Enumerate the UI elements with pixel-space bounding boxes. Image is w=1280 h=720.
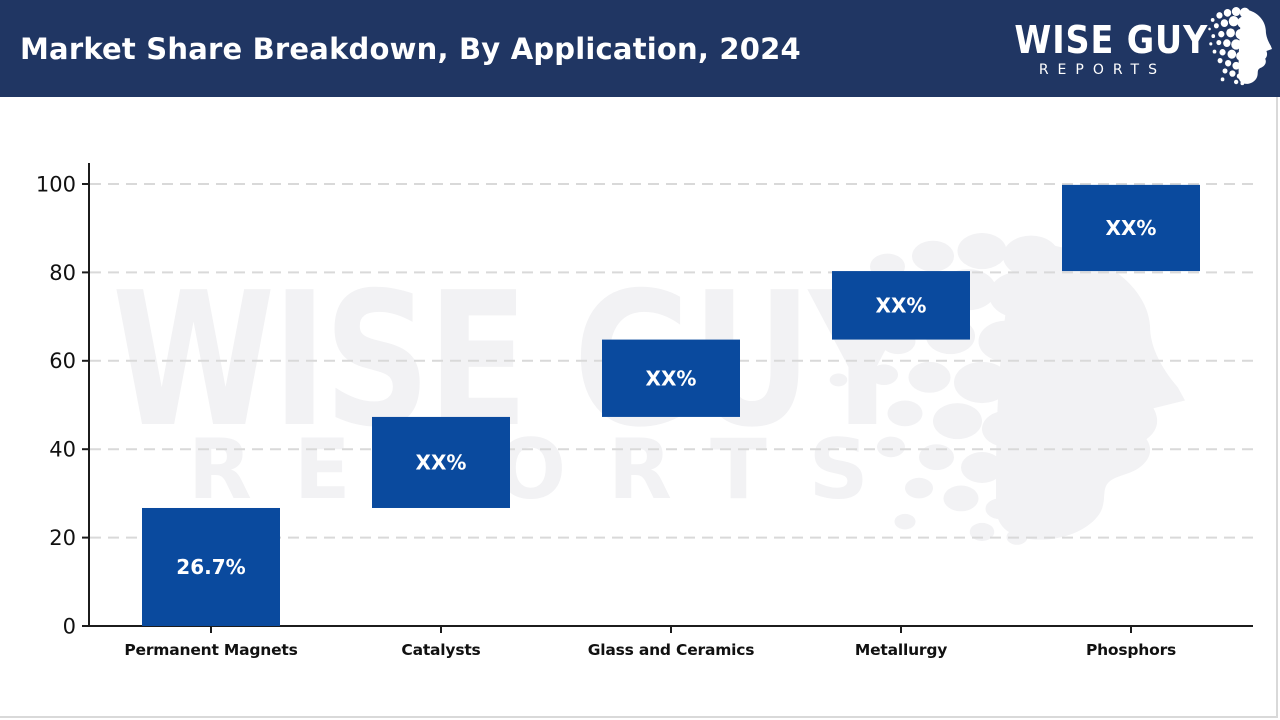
- bar-permanent-magnets: [142, 507, 280, 626]
- y-tick-label: 0: [63, 614, 76, 638]
- wiseguy-head-icon: [1208, 6, 1272, 85]
- bar-value-label: XX%: [416, 450, 467, 474]
- page-bottom-border: [0, 716, 1278, 718]
- chart-area: WISE GUY REPORTS 0 20 40 60 80 100 26.7% Perman…: [0, 97, 1280, 720]
- bar-value-label: XX%: [1106, 216, 1157, 240]
- header-banner: Market Share Breakdown, By Application, …: [0, 0, 1280, 97]
- bar-phosphors: [1062, 184, 1200, 272]
- category-label: Phosphors: [1086, 641, 1176, 659]
- category-label: Glass and Ceramics: [588, 641, 755, 659]
- bar-value-label: XX%: [876, 293, 927, 317]
- y-tick-label: 60: [49, 349, 76, 373]
- logo-wordmark: WISE GUY REPORTS: [988, 21, 1208, 77]
- chart-title: Market Share Breakdown, By Application, …: [20, 31, 801, 66]
- bar-glass-and-ceramics: [602, 339, 740, 417]
- category-label: Catalysts: [401, 641, 480, 659]
- category-label: Metallurgy: [855, 641, 947, 659]
- bar-catalysts: [372, 416, 510, 508]
- y-tick-label: 40: [49, 438, 76, 462]
- waterfall-bar-chart: 0 20 40 60 80 100 26.7% Permanent Magnets XX% Cat…: [36, 163, 1253, 659]
- y-tick-label: 80: [49, 261, 76, 285]
- bar-value-label: XX%: [646, 366, 697, 390]
- y-tick-label: 100: [36, 172, 76, 196]
- page-right-border: [1276, 97, 1278, 717]
- wiseguy-logo: WISE GUY REPORTS: [988, 0, 1272, 97]
- logo-reports-label: REPORTS: [1038, 61, 1166, 78]
- bar-value-label: 26.7%: [176, 555, 245, 579]
- category-label: Permanent Magnets: [124, 641, 297, 659]
- y-tick-label: 20: [49, 526, 76, 550]
- bar-metallurgy: [832, 271, 970, 340]
- logo-wiseguy-label: WISE GUY: [1014, 17, 1208, 62]
